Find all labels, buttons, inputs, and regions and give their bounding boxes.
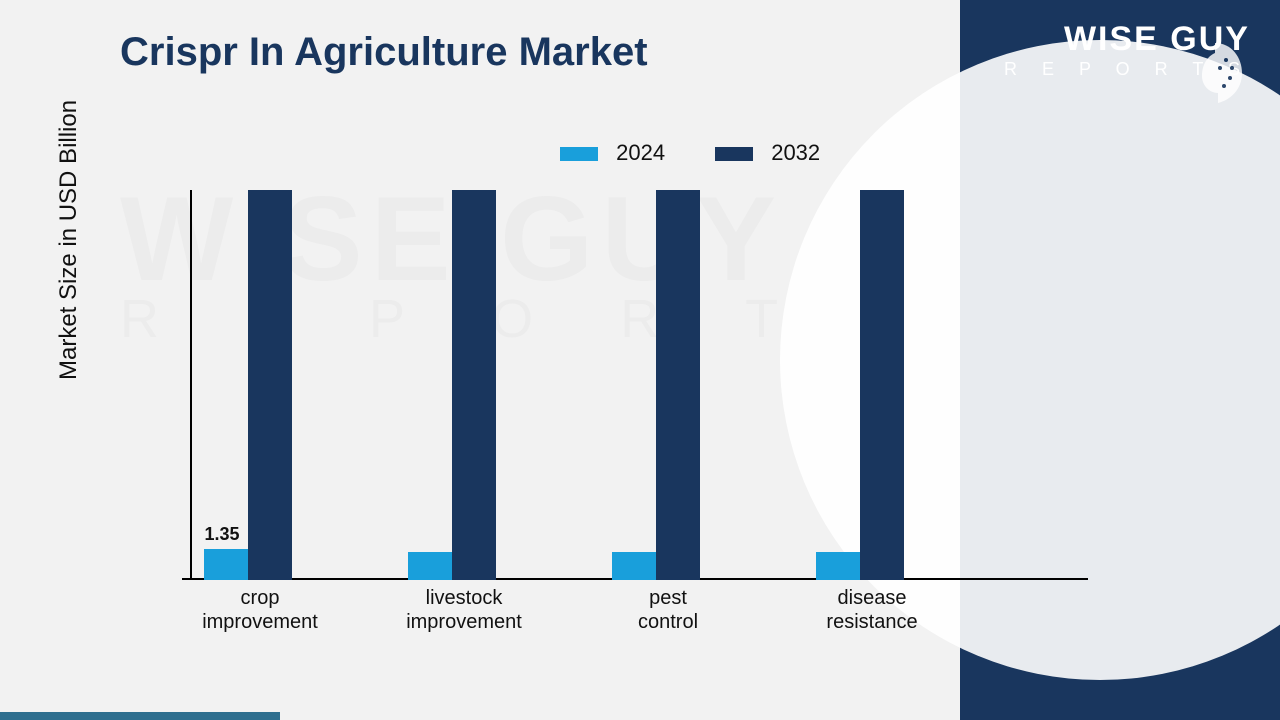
plot-area: cropimprovementlivestockimprovementpestc… (128, 190, 1088, 610)
y-axis (190, 190, 192, 580)
bar-2032-livestock (452, 190, 496, 580)
category-label-pest: pestcontrol (578, 586, 758, 634)
brand-logo: WISE GUY R E P O R T S (1004, 20, 1250, 80)
footer-stripe (0, 712, 280, 720)
legend-label-2032: 2032 (771, 140, 820, 165)
bar-2032-disease (860, 190, 904, 580)
y-axis-label: Market Size in USD Billion (55, 100, 83, 380)
value-label-crop-2024: 1.35 (192, 524, 252, 545)
y-tick (182, 578, 190, 580)
chart-title: Crispr In Agriculture Market (120, 30, 648, 75)
bar-2032-pest (656, 190, 700, 580)
bar-2024-pest (612, 552, 656, 580)
legend: 2024 2032 (560, 140, 820, 166)
chart-stage: WISE GUY R E P O R T S Crispr In Agricul… (0, 0, 1280, 720)
category-label-livestock: livestockimprovement (374, 586, 554, 634)
bar-2032-crop (248, 190, 292, 580)
legend-item-2032: 2032 (715, 140, 820, 166)
legend-swatch-2032 (715, 147, 753, 161)
legend-label-2024: 2024 (616, 140, 665, 165)
bar-2024-disease (816, 552, 860, 580)
category-label-crop: cropimprovement (170, 586, 350, 634)
bar-2024-livestock (408, 552, 452, 580)
category-label-disease: diseaseresistance (782, 586, 962, 634)
legend-item-2024: 2024 (560, 140, 665, 166)
bar-2024-crop (204, 549, 248, 580)
brand-head-icon (1180, 38, 1250, 108)
legend-swatch-2024 (560, 147, 598, 161)
